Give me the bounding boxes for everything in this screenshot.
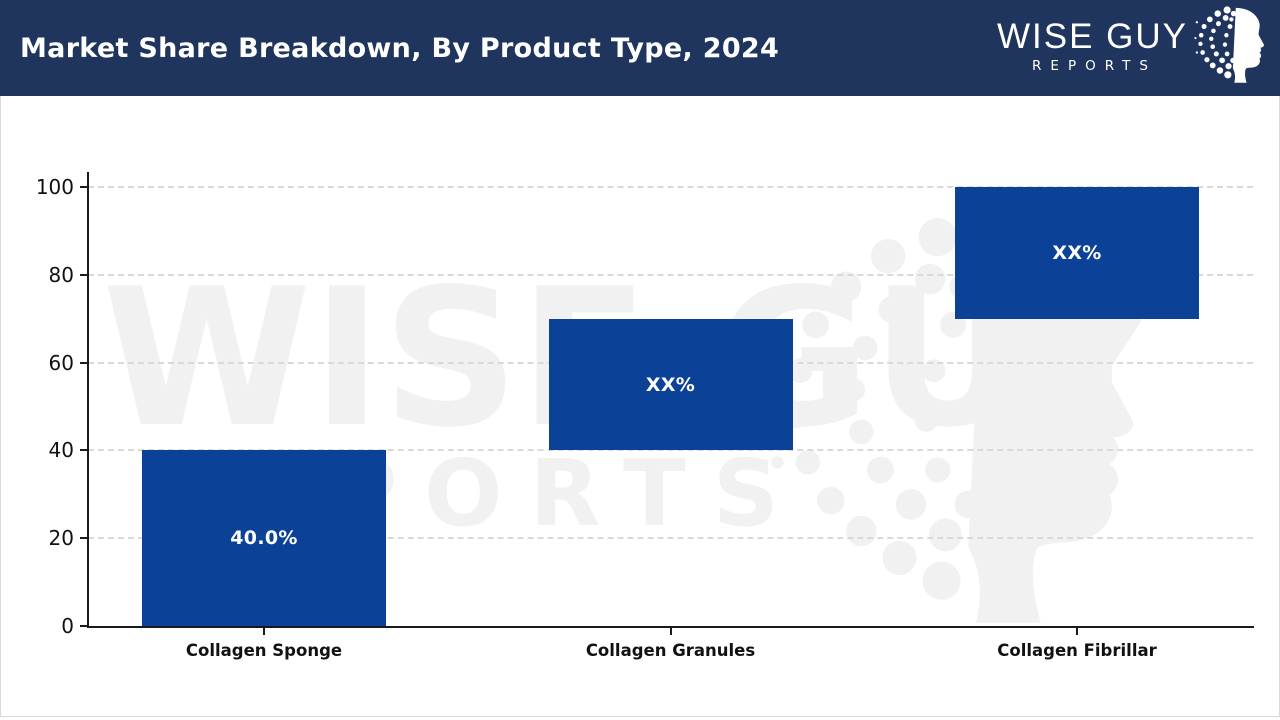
x-tick-mark — [669, 628, 672, 635]
y-tick-mark — [80, 273, 88, 276]
y-tick-label: 80 — [48, 262, 74, 287]
wiseguy-face-icon — [1194, 6, 1264, 83]
bar-value-label: XX% — [1052, 241, 1102, 264]
gridline — [88, 186, 1253, 188]
gridline — [88, 537, 1253, 540]
y-tick-label: 0 — [61, 614, 74, 638]
bar-collagen-sponge: 40.0% — [142, 450, 386, 626]
y-tick-label: 60 — [48, 350, 74, 375]
gridline — [88, 273, 1253, 276]
x-tick-mark — [263, 628, 265, 635]
y-tick-mark — [80, 361, 88, 364]
y-tick-label: 20 — [48, 526, 74, 551]
y-tick-label: 100 — [35, 175, 74, 199]
x-tick-mark — [1076, 628, 1078, 635]
y-tick-mark — [80, 186, 88, 188]
brand-logo: WISE GUY REPORTS — [997, 6, 1266, 86]
bar-collagen-fibrillar: XX% — [955, 187, 1199, 319]
brand-subtitle: REPORTS — [1032, 58, 1157, 75]
y-axis-line — [87, 172, 89, 628]
y-tick-label: 40 — [48, 438, 74, 463]
bar-collagen-granules: XX% — [548, 318, 793, 451]
y-tick-mark — [80, 449, 88, 452]
gridline — [88, 449, 1253, 452]
x-category-label: Collagen Fibrillar — [997, 641, 1157, 660]
y-tick-mark — [80, 537, 88, 540]
page-title: Market Share Breakdown, By Product Type,… — [20, 32, 780, 64]
bar-value-label: 40.0% — [230, 527, 298, 550]
chart-area: WISE GUY REPORTS 0 20 40 60 80 100 40.0% Collag… — [0, 96, 1280, 720]
brand-logo-text: WISE GUY REPORTS — [996, 16, 1188, 75]
x-axis-line — [87, 626, 1254, 628]
bar-value-label: XX% — [645, 373, 696, 396]
brand-name: WISE GUY — [996, 16, 1188, 56]
y-tick-mark — [80, 625, 88, 627]
x-category-label: Collagen Sponge — [185, 641, 343, 660]
x-category-label: Collagen Granules — [585, 641, 756, 660]
header-bar: Market Share Breakdown, By Product Type,… — [0, 0, 1280, 96]
